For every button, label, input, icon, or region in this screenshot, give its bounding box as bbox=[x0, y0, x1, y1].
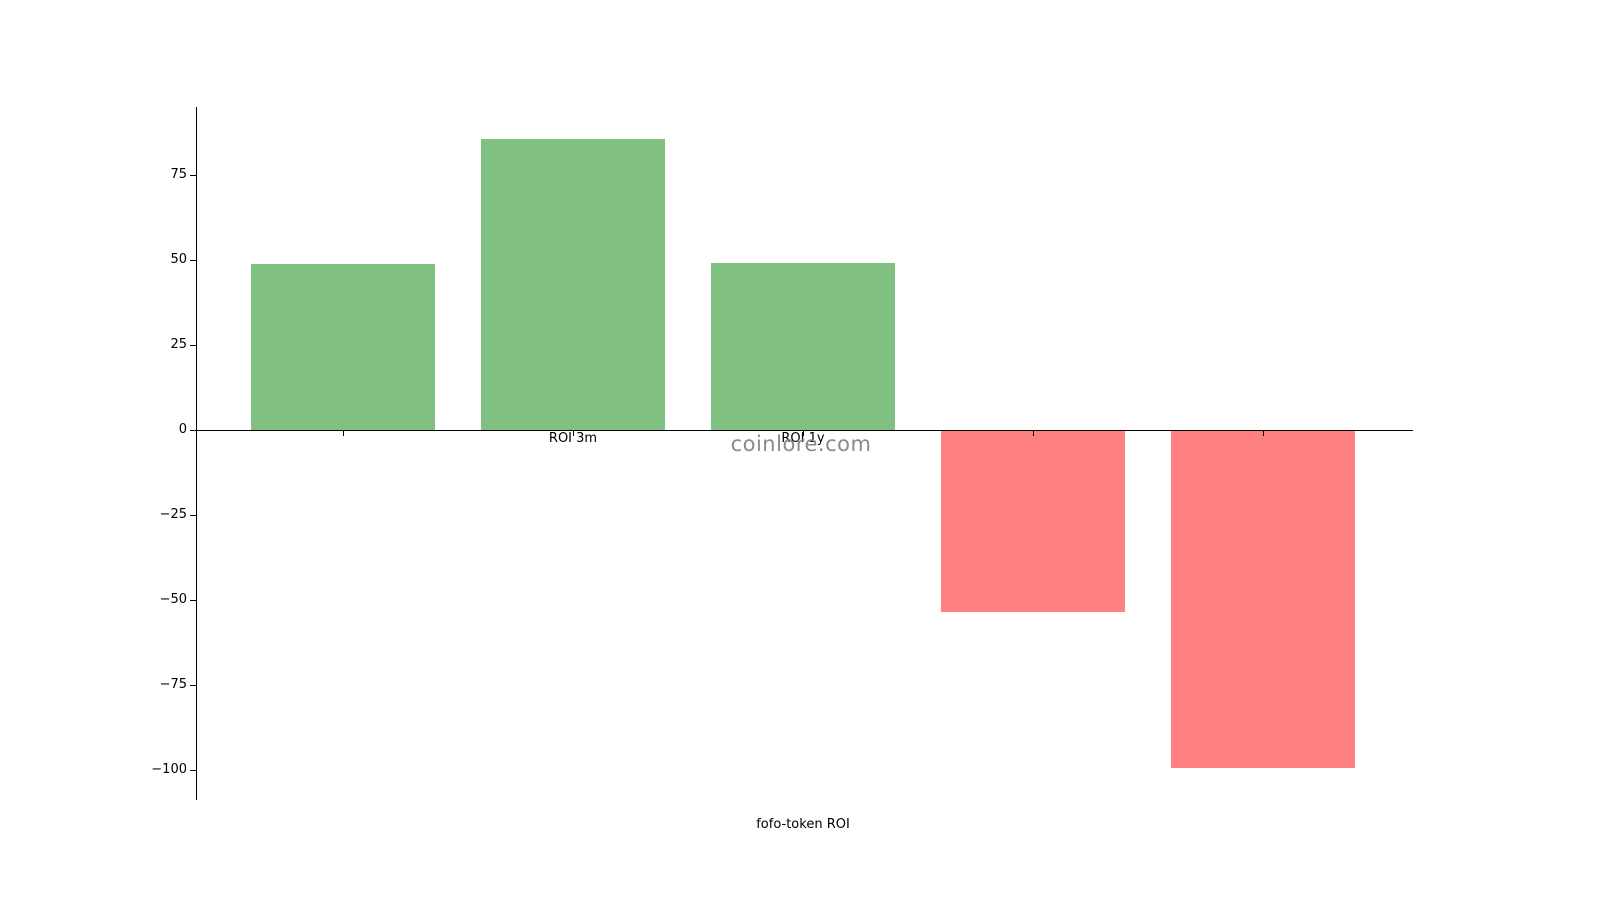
bar-col-1 bbox=[251, 264, 435, 430]
bar-col-4 bbox=[941, 430, 1125, 612]
y-tick-label--50: −50 bbox=[159, 592, 187, 607]
x-tick-col-4 bbox=[1033, 430, 1034, 436]
x-axis-line bbox=[196, 430, 1413, 431]
y-tick-label-0: 0 bbox=[178, 422, 187, 437]
y-tick--100 bbox=[190, 770, 196, 771]
y-tick-label-50: 50 bbox=[170, 252, 187, 267]
y-tick-label-25: 25 bbox=[170, 337, 187, 352]
y-tick--25 bbox=[190, 515, 196, 516]
bar-roi-3m bbox=[481, 138, 665, 430]
x-tick-roi-3m bbox=[573, 430, 574, 436]
watermark-text: coinlore.com bbox=[730, 432, 872, 456]
x-tick-roi-1y bbox=[803, 430, 804, 436]
x-tick-label-roi-1y: ROI 1y bbox=[781, 431, 825, 446]
y-tick-label--25: −25 bbox=[159, 507, 187, 522]
bar-roi-1y bbox=[711, 263, 895, 430]
y-tick-label-75: 75 bbox=[170, 167, 187, 182]
y-tick-label--75: −75 bbox=[159, 677, 187, 692]
x-tick-col-5 bbox=[1263, 430, 1264, 436]
y-tick-0 bbox=[190, 430, 196, 431]
y-axis-spine bbox=[196, 107, 197, 800]
y-tick-label--100: −100 bbox=[151, 762, 187, 777]
y-tick-50 bbox=[190, 260, 196, 261]
y-tick--75 bbox=[190, 685, 196, 686]
y-tick-25 bbox=[190, 345, 196, 346]
x-tick-label-roi-3m: ROI 3m bbox=[548, 431, 598, 446]
chart-title: fofo-token ROI bbox=[756, 817, 850, 832]
y-tick-75 bbox=[190, 175, 196, 176]
y-tick--50 bbox=[190, 600, 196, 601]
x-tick-col-1 bbox=[343, 430, 344, 436]
bar-col-5 bbox=[1171, 430, 1355, 768]
